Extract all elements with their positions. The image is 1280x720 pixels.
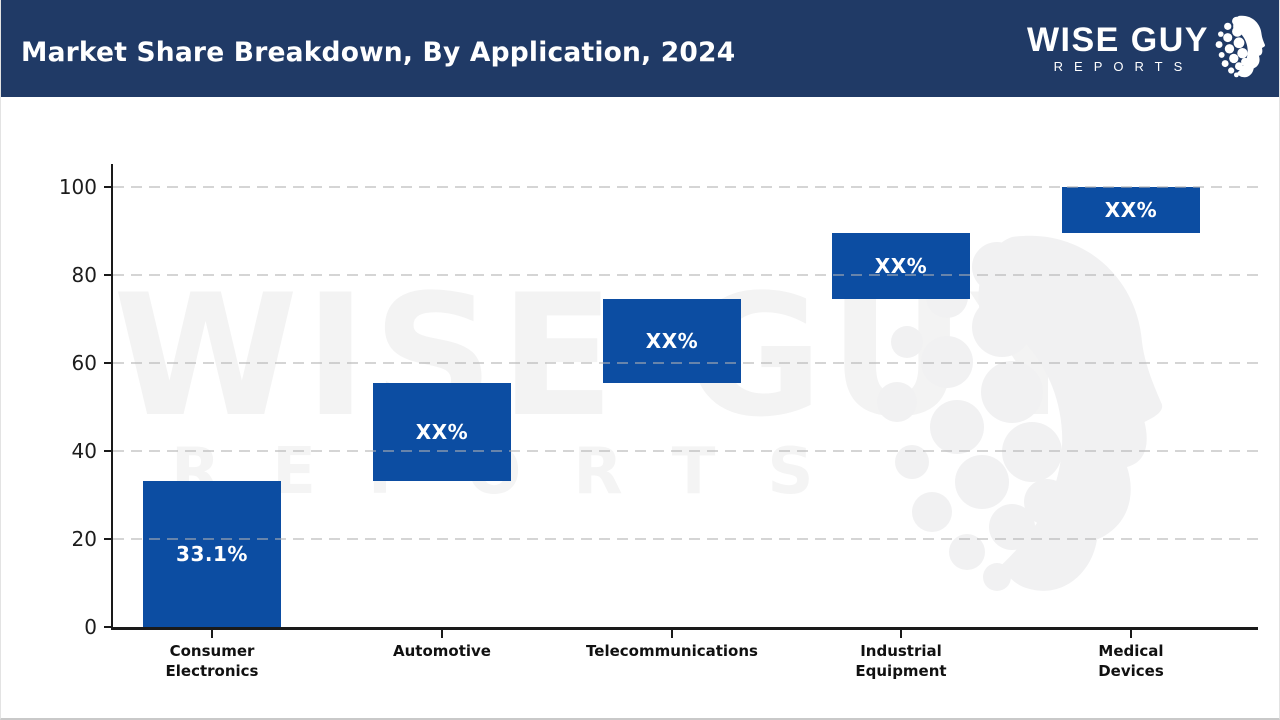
y-axis-tick-40 — [104, 450, 113, 452]
header-banner: Market Share Breakdown, By Application, … — [1, 0, 1279, 97]
x-axis-label-line: Devices — [1098, 662, 1164, 680]
y-axis-tick-label-100: 100 — [58, 175, 97, 199]
bar-industrial-equipment: XX% — [832, 233, 970, 300]
gridline-60 — [113, 362, 1258, 364]
wiseguy-logo: WISE GUY REPORTS — [1027, 9, 1265, 87]
gridline-80 — [113, 274, 1258, 276]
x-axis-label-consumer-electronics: Consumer Electronics — [102, 641, 322, 681]
bar-value-label-medical-devices: XX% — [1104, 198, 1158, 223]
bar-value-label-consumer-electronics: 33.1% — [176, 542, 248, 567]
y-axis-tick-label-80: 80 — [71, 263, 97, 287]
y-axis-line — [111, 164, 113, 630]
y-axis-tick-60 — [104, 362, 113, 364]
x-axis-label-line: Industrial — [860, 642, 942, 660]
bar-medical-devices: XX% — [1062, 187, 1200, 234]
bar-value-label-telecommunications: XX% — [645, 329, 699, 354]
logo-wordmark-block: WISE GUY REPORTS — [1026, 21, 1209, 74]
gridline-100 — [113, 186, 1258, 188]
x-axis-label-telecommunications: Telecommunications — [562, 641, 782, 661]
bar-consumer-electronics: 33.1% — [143, 481, 281, 627]
y-axis-tick-label-60: 60 — [71, 351, 97, 375]
x-axis-label-medical-devices: Medical Devices — [1021, 641, 1241, 681]
x-axis-label-line: Telecommunications — [586, 642, 758, 660]
y-axis-tick-100 — [104, 186, 113, 188]
gridline-40 — [113, 450, 1258, 452]
x-axis-tick-medical-devices — [1130, 630, 1132, 638]
y-axis-tick-label-0: 0 — [84, 615, 97, 639]
bar-automotive: XX% — [373, 383, 511, 482]
x-axis-label-line: Electronics — [165, 662, 259, 680]
x-axis-tick-telecommunications — [671, 630, 673, 638]
y-axis-tick-label-20: 20 — [71, 527, 97, 551]
bar-telecommunications: XX% — [603, 299, 741, 384]
x-axis-label-line: Medical — [1098, 642, 1164, 660]
y-axis-tick-0 — [104, 626, 113, 628]
bar-value-label-automotive: XX% — [415, 420, 469, 445]
x-axis-label-industrial-equipment: Industrial Equipment — [791, 641, 1011, 681]
y-axis-tick-80 — [104, 274, 113, 276]
x-axis-label-automotive: Automotive — [332, 641, 552, 661]
x-axis-label-line: Consumer — [169, 642, 255, 660]
page-title: Market Share Breakdown, By Application, … — [21, 37, 736, 68]
x-axis-line — [111, 627, 1258, 630]
y-axis-tick-20 — [104, 538, 113, 540]
wiseguy-head-icon — [1215, 15, 1265, 78]
y-axis-tick-label-40: 40 — [71, 439, 97, 463]
x-axis-label-line: Automotive — [393, 642, 491, 660]
logo-wordmark: WISE GUY — [1026, 21, 1209, 60]
x-axis-tick-consumer-electronics — [211, 630, 213, 638]
gridline-20 — [113, 538, 1258, 540]
logo-tagline: REPORTS — [1053, 58, 1194, 74]
x-axis-tick-industrial-equipment — [900, 630, 902, 638]
x-axis-label-line: Equipment — [855, 662, 947, 680]
x-axis-tick-automotive — [441, 630, 443, 638]
